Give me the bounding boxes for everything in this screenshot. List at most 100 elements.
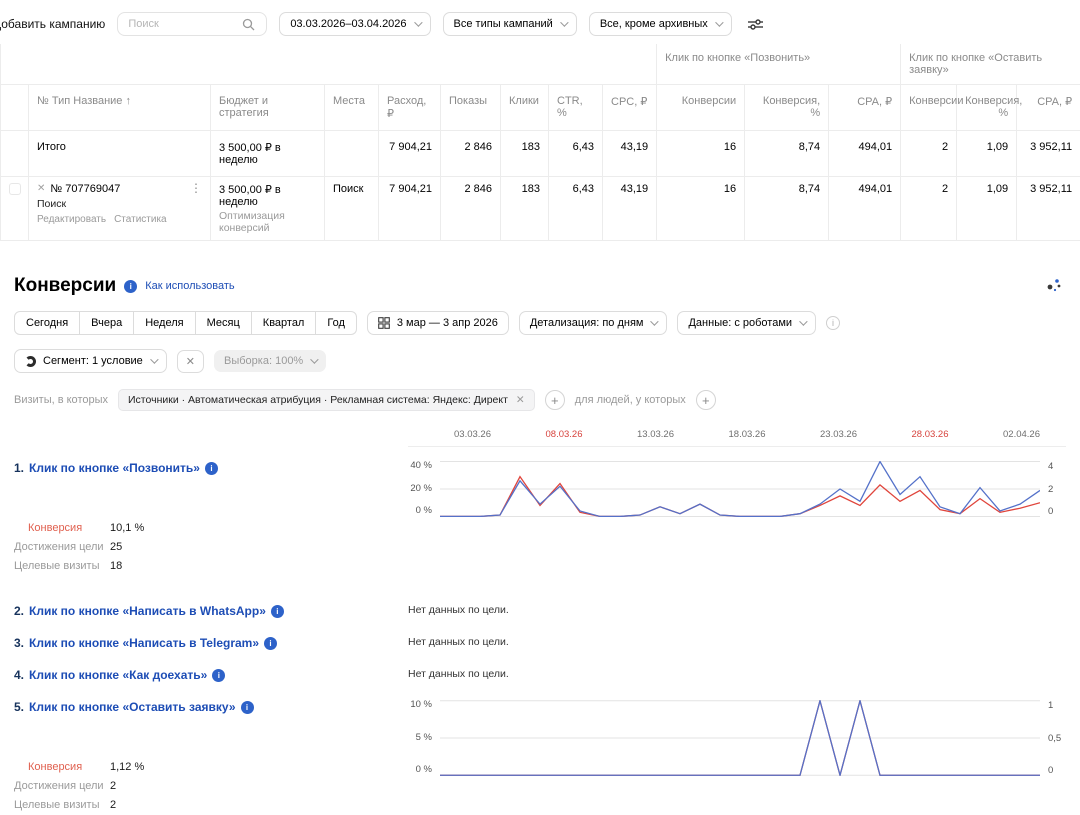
- campaign-type-value: Все типы кампаний: [454, 18, 553, 30]
- chevron-down-icon: [560, 18, 568, 26]
- col-g2-convrate-header[interactable]: Конверсия, %: [957, 85, 1017, 131]
- target-visits-label: Целевые визиты: [14, 557, 110, 576]
- goal-row-call: 1. Клик по кнопке «Позвонить» i Конверси…: [14, 461, 1080, 576]
- period-year-button[interactable]: Год: [316, 311, 357, 335]
- group-header-empty: [1, 44, 657, 85]
- info-icon[interactable]: i: [264, 637, 277, 650]
- total-label: Итого: [29, 131, 211, 177]
- table-row-campaign: ✕ № 707769047 ⋮ Поиск Редактировать Стат…: [1, 177, 1080, 241]
- kebab-menu-icon[interactable]: ⋮: [190, 183, 202, 193]
- info-icon[interactable]: i: [271, 605, 284, 618]
- axis-date: 03.03.26: [454, 429, 491, 440]
- total-shows: 2 846: [441, 131, 501, 177]
- howto-link[interactable]: Как использовать: [145, 280, 234, 292]
- y-tick: 2: [1048, 484, 1066, 495]
- line-chart[interactable]: [440, 461, 1040, 517]
- search-input[interactable]: [126, 17, 236, 31]
- campaigns-toolbar: Добавить кампанию 03.03.2026–03.04.2026 …: [0, 0, 1080, 44]
- col-g1-convrate-header[interactable]: Конверсия, %: [745, 85, 829, 131]
- campaign-id-link[interactable]: № 707769047: [50, 183, 120, 195]
- goal-link[interactable]: Клик по кнопке «Позвонить»: [29, 461, 200, 475]
- date-range-selector[interactable]: 03.03.2026–03.04.2026: [279, 12, 430, 36]
- goal-link[interactable]: Клик по кнопке «Написать в Telegram»: [29, 636, 259, 650]
- campaign-shows: 2 846: [441, 177, 501, 241]
- detalization-value: Детализация: по дням: [530, 317, 644, 329]
- col-name-header[interactable]: № Тип Название ↑: [29, 85, 211, 131]
- axis-date: 02.04.26: [1003, 429, 1040, 440]
- campaign-stopped-icon: ✕: [37, 183, 45, 194]
- add-visit-condition-button[interactable]: +: [545, 390, 565, 410]
- add-people-condition-button[interactable]: +: [696, 390, 716, 410]
- goal-chart-call: 40 % 20 % 0 % 4 2 0: [394, 461, 1066, 517]
- col-g2-conversions-header[interactable]: Конверсии: [901, 85, 957, 131]
- total-g2-convrate: 1,09: [957, 131, 1017, 177]
- detalization-dropdown[interactable]: Детализация: по дням: [519, 311, 668, 335]
- campaign-search[interactable]: [117, 12, 267, 36]
- axis-date: 23.03.26: [820, 429, 857, 440]
- segment-icon: [25, 356, 36, 367]
- line-chart[interactable]: [440, 700, 1040, 776]
- data-mode-dropdown[interactable]: Данные: с роботами: [677, 311, 816, 335]
- period-week-button[interactable]: Неделя: [134, 311, 195, 335]
- goal-number: 1.: [14, 461, 24, 475]
- info-icon[interactable]: i: [212, 669, 225, 682]
- info-icon[interactable]: i: [241, 701, 254, 714]
- goal-link[interactable]: Клик по кнопке «Как доехать»: [29, 668, 207, 682]
- period-yesterday-button[interactable]: Вчера: [80, 311, 134, 335]
- no-data-message: Нет данных по цели.: [394, 636, 1080, 648]
- conv-date-range-value: 3 мар — 3 апр 2026: [397, 317, 498, 329]
- info-icon[interactable]: i: [205, 462, 218, 475]
- add-campaign-button[interactable]: Добавить кампанию: [0, 17, 105, 31]
- col-ctr-header[interactable]: CTR, %: [549, 85, 603, 131]
- segment-dropdown[interactable]: Сегмент: 1 условие: [14, 349, 167, 373]
- segment-value: Сегмент: 1 условие: [43, 355, 143, 367]
- y-tick: 40 %: [410, 460, 432, 471]
- col-shows-header[interactable]: Показы: [441, 85, 501, 131]
- campaign-type-filter[interactable]: Все типы кампаний: [443, 12, 577, 36]
- goal-reaches-value: 2: [110, 780, 116, 792]
- goal-link[interactable]: Клик по кнопке «Написать в WhatsApp»: [29, 604, 266, 618]
- chevron-down-icon: [799, 317, 807, 325]
- chevron-down-icon: [150, 355, 158, 363]
- campaigns-table: Клик по кнопке «Позвонить» Клик по кнопк…: [0, 44, 1080, 241]
- clear-segment-button[interactable]: ✕: [177, 350, 204, 373]
- filters-settings-button[interactable]: [744, 12, 768, 36]
- people-filter-label: для людей, у которых: [575, 394, 686, 406]
- goal-link[interactable]: Клик по кнопке «Оставить заявку»: [29, 700, 236, 714]
- col-g1-conversions-header[interactable]: Конверсии: [657, 85, 745, 131]
- conv-date-range-button[interactable]: 3 мар — 3 апр 2026: [367, 311, 509, 335]
- help-icon[interactable]: i: [826, 316, 840, 330]
- col-g1-cpa-header[interactable]: CPA, ₽: [829, 85, 901, 131]
- select-all-checkbox-cell[interactable]: [1, 85, 29, 131]
- sampling-dropdown[interactable]: Выборка: 100%: [214, 350, 326, 372]
- campaign-checkbox[interactable]: [9, 183, 21, 195]
- period-month-button[interactable]: Месяц: [196, 311, 252, 335]
- conversion-rate-value: 1,12 %: [110, 761, 144, 773]
- target-visits-label: Целевые визиты: [14, 796, 110, 815]
- col-g2-cpa-header[interactable]: CPA, ₽: [1017, 85, 1080, 131]
- source-filter-chip[interactable]: Источники · Автоматическая атрибуция · Р…: [118, 389, 535, 411]
- period-quarter-button[interactable]: Квартал: [252, 311, 317, 335]
- total-ctr: 6,43: [549, 131, 603, 177]
- goal-number: 3.: [14, 636, 24, 650]
- col-cpc-header[interactable]: CPC, ₽: [603, 85, 657, 131]
- remove-filter-icon[interactable]: ✕: [516, 394, 525, 406]
- col-clicks-header[interactable]: Клики: [501, 85, 549, 131]
- ai-insights-icon[interactable]: [1046, 277, 1062, 296]
- no-data-message: Нет данных по цели.: [394, 668, 1080, 680]
- total-budget: 3 500,00 ₽ в неделю: [211, 131, 325, 177]
- campaign-cpc: 43,19: [603, 177, 657, 241]
- archive-filter[interactable]: Все, кроме архивных: [589, 12, 732, 36]
- info-icon: i: [124, 280, 137, 293]
- campaign-strategy: Оптимизация конверсий: [219, 210, 316, 234]
- source-filter-text: Источники · Автоматическая атрибуция · Р…: [128, 394, 508, 406]
- goal-row-telegram: 3. Клик по кнопке «Написать в Telegram» …: [14, 636, 1080, 650]
- col-spend-header[interactable]: Расход, ₽: [379, 85, 441, 131]
- period-today-button[interactable]: Сегодня: [14, 311, 80, 335]
- campaign-edit-link[interactable]: Редактировать: [37, 214, 106, 225]
- campaign-g1-conversions: 16: [657, 177, 745, 241]
- chevron-down-icon: [651, 317, 659, 325]
- campaign-stats-link[interactable]: Статистика: [114, 214, 167, 225]
- col-budget-header: Бюджет и стратегия: [211, 85, 325, 131]
- chevron-down-icon: [715, 18, 723, 26]
